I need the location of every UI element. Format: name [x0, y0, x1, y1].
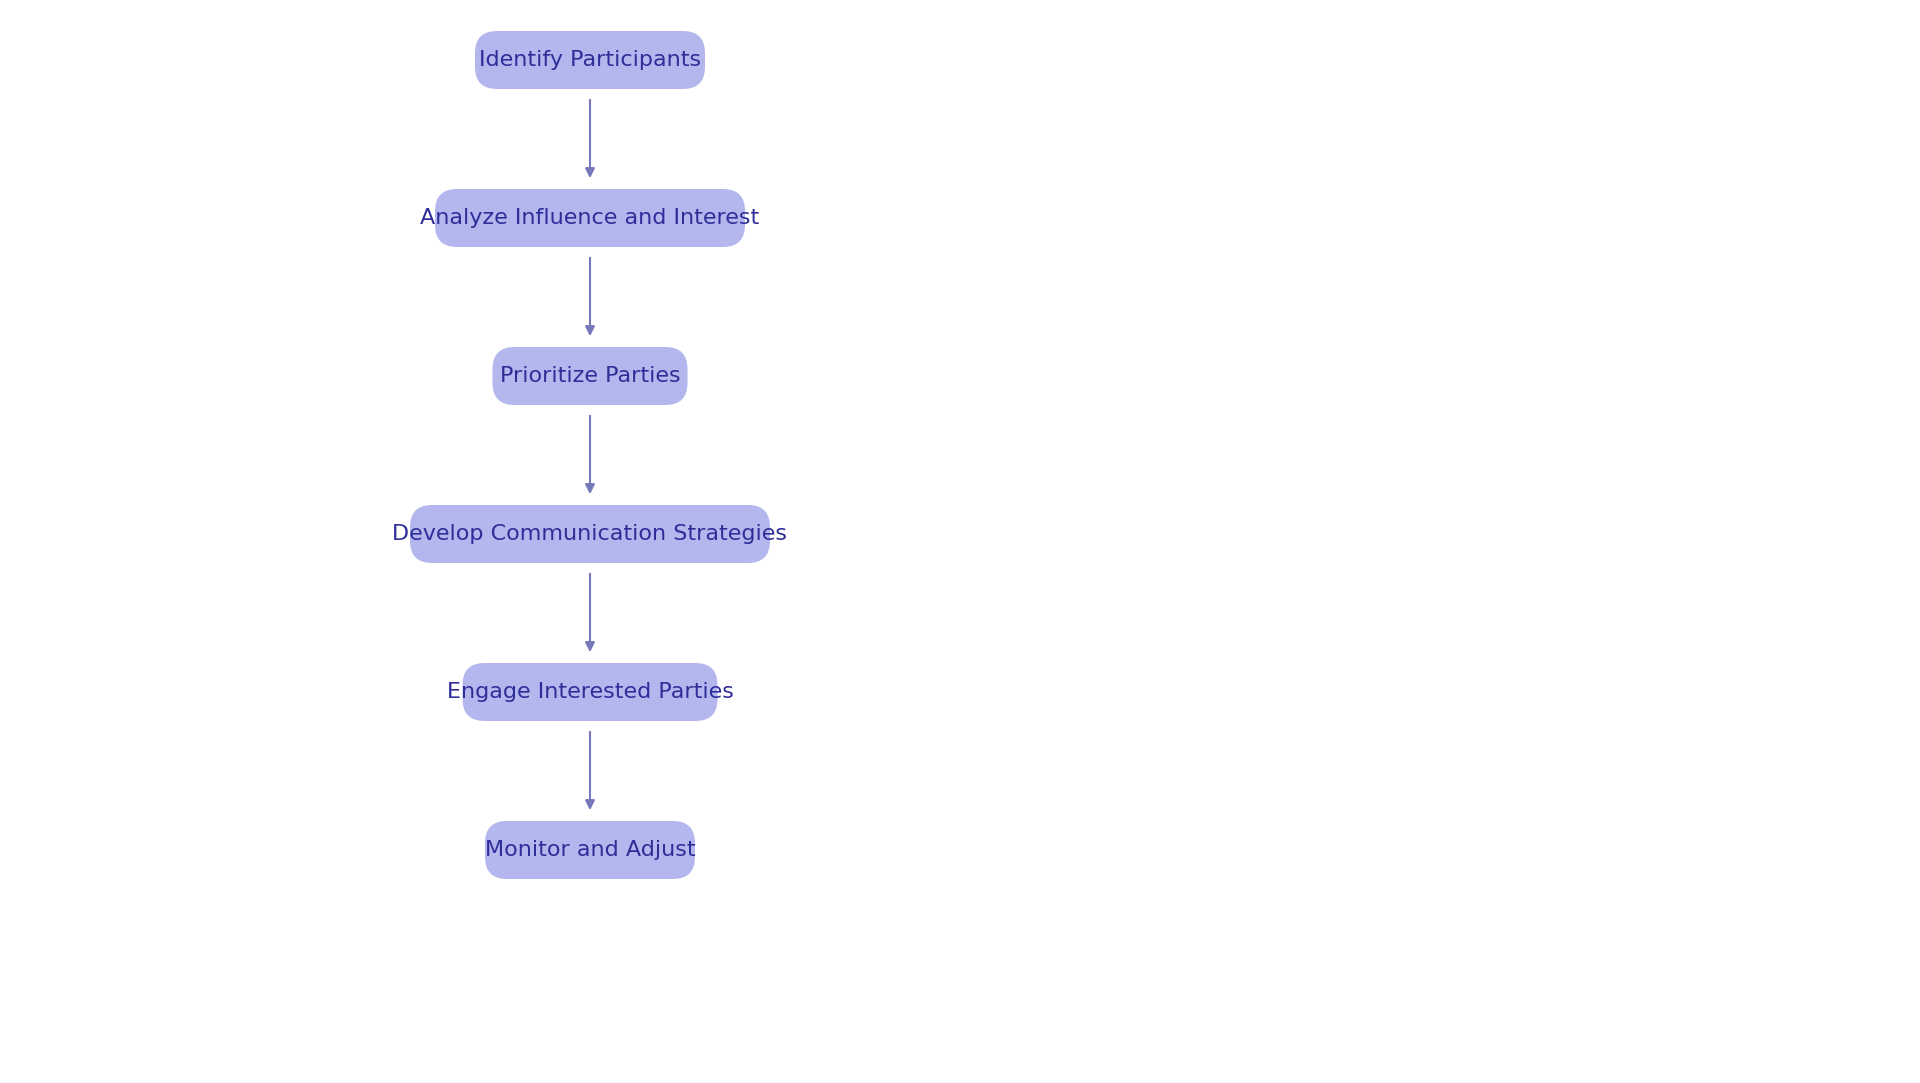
- FancyBboxPatch shape: [493, 347, 687, 405]
- Text: Engage Interested Parties: Engage Interested Parties: [447, 682, 733, 702]
- FancyBboxPatch shape: [486, 821, 695, 879]
- Text: Develop Communication Strategies: Develop Communication Strategies: [392, 524, 787, 544]
- Text: Analyze Influence and Interest: Analyze Influence and Interest: [420, 208, 760, 229]
- Text: Monitor and Adjust: Monitor and Adjust: [484, 840, 695, 860]
- Text: Prioritize Parties: Prioritize Parties: [499, 366, 680, 386]
- FancyBboxPatch shape: [474, 31, 705, 89]
- FancyBboxPatch shape: [436, 190, 745, 247]
- FancyBboxPatch shape: [411, 505, 770, 563]
- Text: Identify Participants: Identify Participants: [478, 50, 701, 70]
- FancyBboxPatch shape: [463, 663, 718, 721]
